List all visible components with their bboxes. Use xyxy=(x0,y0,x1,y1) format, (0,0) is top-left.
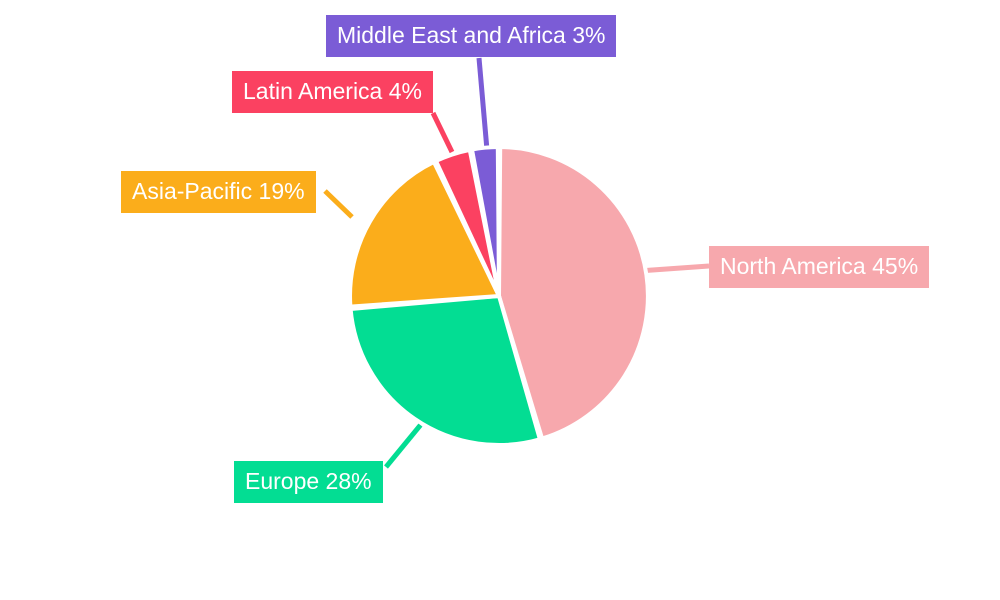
leader-line-asia-pacific xyxy=(323,189,354,219)
leader-line-north-america xyxy=(645,263,710,273)
pie-label-middle-east-and-africa[interactable]: Middle East and Africa 3% xyxy=(326,15,617,57)
pie-label-north-america[interactable]: North America 45% xyxy=(709,246,930,288)
pie-label-asia-pacific[interactable]: Asia-Pacific 19% xyxy=(121,171,316,213)
pie-slice-middle-east-and-africa[interactable] xyxy=(470,145,501,298)
leader-line-latin-america xyxy=(430,111,455,154)
pie-slice-asia-pacific[interactable] xyxy=(348,160,501,309)
pie-label-europe[interactable]: Europe 28% xyxy=(234,461,383,503)
leader-line-europe xyxy=(384,423,423,469)
pie-label-latin-america[interactable]: Latin America 4% xyxy=(232,71,433,113)
pie-slice-north-america[interactable] xyxy=(497,145,650,441)
pie-slice-europe[interactable] xyxy=(348,294,542,448)
leader-line-middle-east-and-africa xyxy=(476,57,490,151)
